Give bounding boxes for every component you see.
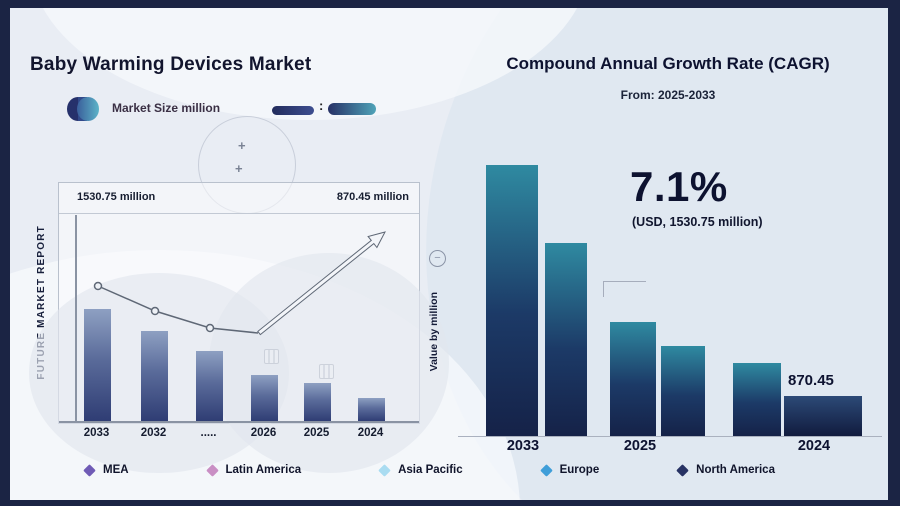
cagr-period-subtitle: From: 2025-2033 bbox=[620, 88, 716, 102]
legend-item-north-america: North America bbox=[676, 463, 775, 477]
x-label: 2025 bbox=[623, 438, 657, 454]
min-value-annotation: 870.45 million bbox=[336, 191, 409, 203]
left-chart-x-axis-labels: 2033 2032 ..... 2026 2025 2024 bbox=[58, 427, 418, 443]
legend-pill-teal bbox=[328, 103, 376, 115]
frame-top-edge bbox=[0, 0, 900, 8]
left-chart-title: Baby Warming Devices Market bbox=[30, 54, 312, 75]
decorative-step-line bbox=[603, 281, 646, 297]
mini-chart-icon bbox=[264, 349, 279, 364]
x-label: 2024 bbox=[357, 427, 384, 439]
x-label: 2026 bbox=[250, 427, 277, 439]
bar-2025-a bbox=[610, 322, 656, 436]
x-label: 2032 bbox=[140, 427, 167, 439]
mini-chart-icon bbox=[319, 364, 334, 379]
region-legend: MEA Latin America Asia Pacific Europe No… bbox=[83, 463, 775, 477]
x-label: 2033 bbox=[83, 427, 110, 439]
bar-2033 bbox=[84, 309, 111, 421]
annotation-divider bbox=[59, 213, 419, 214]
bar-intermediate bbox=[196, 351, 223, 421]
bar-2025-b bbox=[661, 346, 705, 436]
legend-item-latin-america: Latin America bbox=[205, 463, 302, 477]
legend-label: North America bbox=[696, 464, 775, 476]
x-label: 2024 bbox=[797, 438, 831, 454]
legend-diamond-icon bbox=[378, 463, 391, 477]
legend-diamond-icon bbox=[83, 463, 96, 477]
frame-right-edge bbox=[888, 0, 900, 506]
legend-item-europe: Europe bbox=[539, 463, 600, 477]
right-chart-title: Compound Annual Growth Rate (CAGR) bbox=[506, 54, 830, 73]
left-bar-chart: 1530.75 million 870.45 million bbox=[29, 182, 449, 473]
x-label: ..... bbox=[200, 427, 217, 439]
legend-label: Europe bbox=[559, 464, 600, 476]
minus-circle-icon: − bbox=[429, 250, 446, 267]
right-chart-baseline bbox=[458, 436, 882, 437]
bar-2024 bbox=[358, 398, 385, 421]
x-label: 2025 bbox=[303, 427, 330, 439]
legend-diamond-icon bbox=[676, 463, 690, 477]
legend-diamond-icon bbox=[205, 463, 219, 477]
legend-diamond-icon bbox=[539, 463, 553, 477]
legend-pill-dark bbox=[272, 106, 314, 115]
frame-left-edge bbox=[0, 0, 10, 506]
bar-2032 bbox=[141, 331, 168, 421]
cylinder-icon bbox=[64, 94, 104, 129]
cagr-value: 7.1% bbox=[630, 163, 728, 210]
bar-2025 bbox=[304, 383, 331, 421]
market-size-legend-label: Market Size million bbox=[112, 101, 221, 115]
plus-mark-icon: + bbox=[235, 161, 243, 176]
plus-mark-icon: + bbox=[238, 138, 246, 153]
y-axis-line bbox=[75, 215, 77, 421]
legend-label: Latin America bbox=[225, 464, 302, 476]
frame-bottom-edge bbox=[0, 500, 900, 506]
right-chart-y-axis-label: Value by million bbox=[428, 292, 440, 372]
x-axis-line bbox=[59, 421, 419, 423]
bar-2026 bbox=[251, 375, 278, 421]
bar-2033-a bbox=[486, 165, 538, 436]
bar-2033-b bbox=[545, 243, 587, 436]
legend-item-asia-pacific: Asia Pacific bbox=[378, 463, 463, 477]
bar-2024-b bbox=[784, 396, 862, 436]
legend-label: Asia Pacific bbox=[398, 464, 463, 476]
max-value-annotation: 1530.75 million bbox=[77, 191, 156, 203]
x-label: 2033 bbox=[506, 438, 540, 454]
bar-value-callout: 870.45 bbox=[788, 372, 834, 389]
bar-2024-a bbox=[733, 363, 781, 436]
legend-label: MEA bbox=[103, 464, 129, 476]
cagr-detail: (USD, 1530.75 million) bbox=[632, 215, 763, 229]
legend-item-mea: MEA bbox=[83, 463, 129, 477]
legend-separator: : bbox=[319, 98, 324, 113]
